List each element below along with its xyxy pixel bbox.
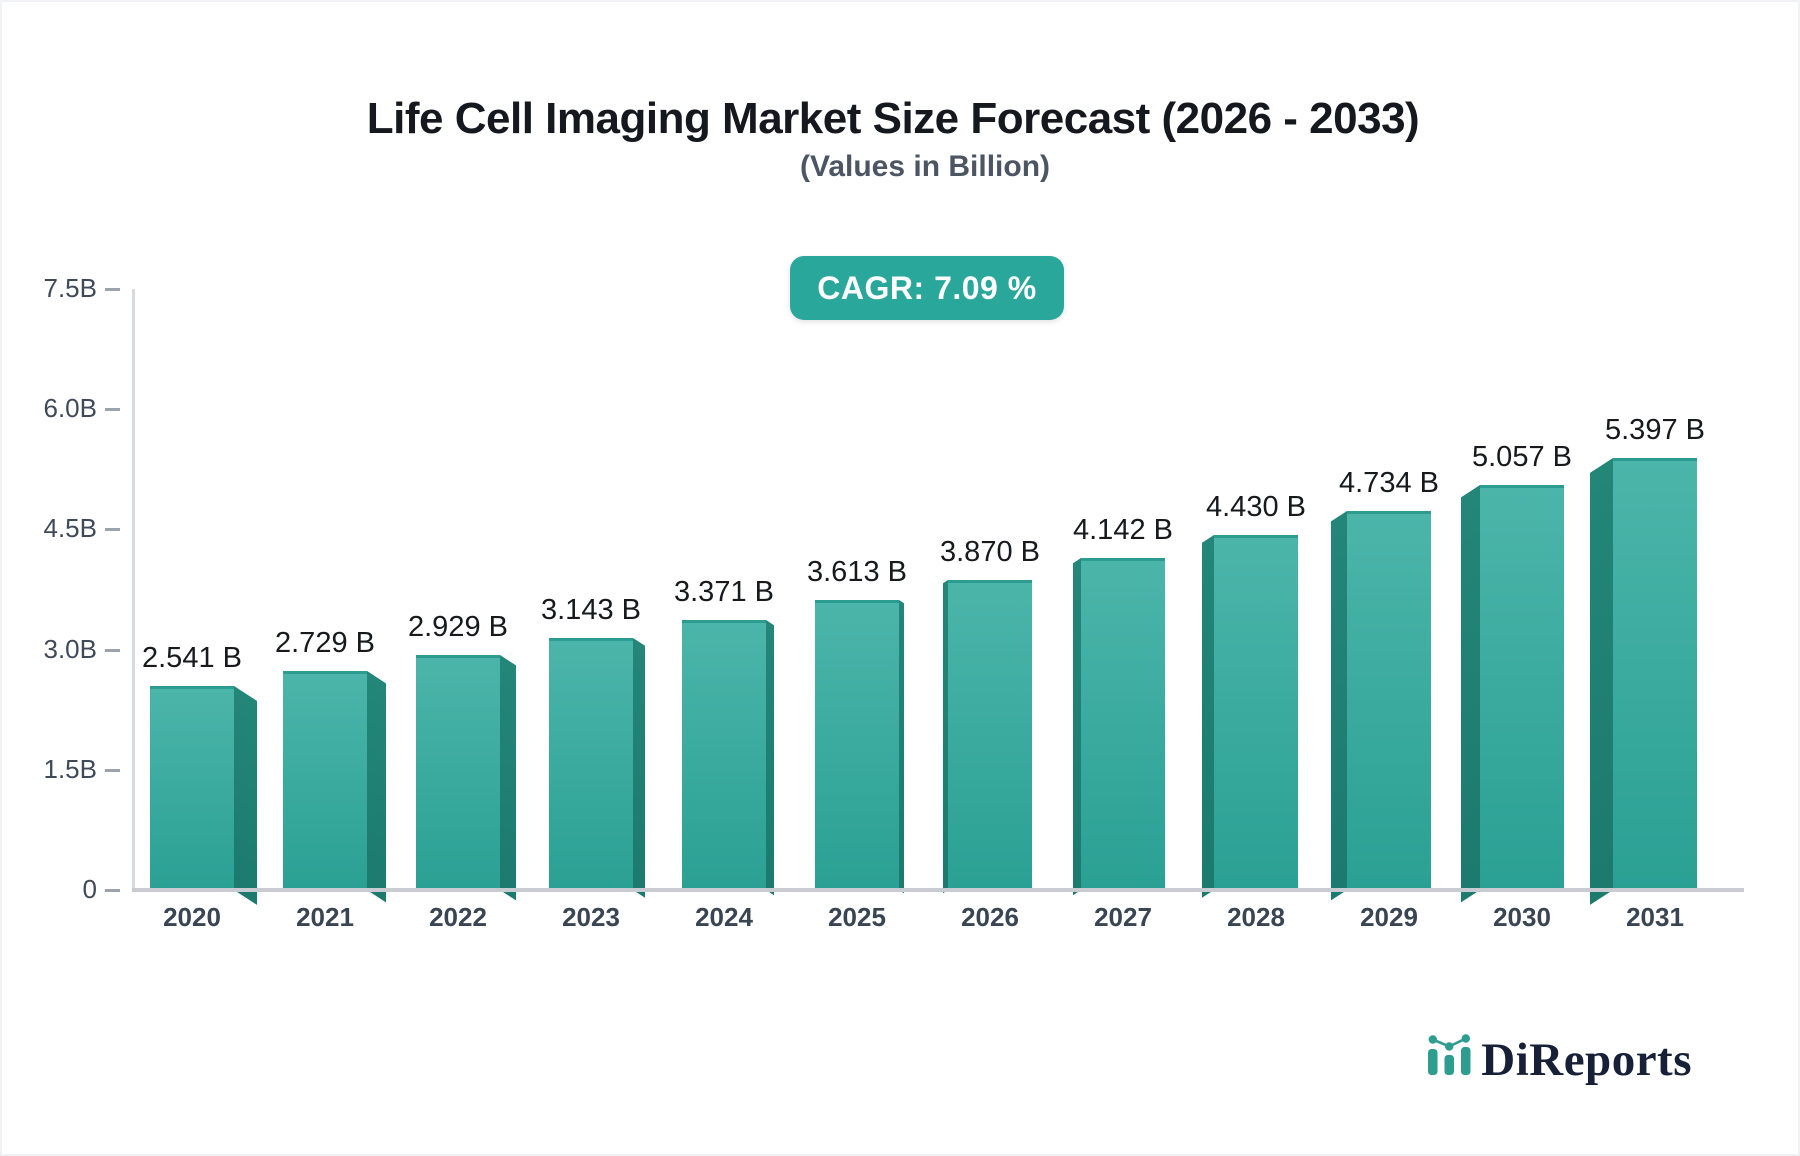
chart-title: Life Cell Imaging Market Size Forecast (…	[366, 94, 1420, 143]
brand-logo-text: DiReports	[1481, 1034, 1692, 1086]
x-axis-label: 2029	[1360, 902, 1418, 932]
bar-side-face	[1331, 510, 1347, 901]
x-axis-label: 2026	[961, 902, 1019, 932]
bar-front-face	[1347, 510, 1431, 890]
bar-value-label: 4.142 B	[1073, 514, 1173, 547]
y-axis-tick-label: 4.5B	[43, 513, 98, 544]
chart-subtitle: (Values in Billion)	[799, 150, 1051, 183]
brand-logo: DiReports	[1425, 1032, 1692, 1086]
bar-front-face	[416, 655, 500, 890]
x-axis-label: 2025	[828, 902, 886, 932]
bar-front-face	[682, 619, 766, 890]
bar-value-label: 3.371 B	[674, 575, 774, 608]
bar-front-face	[1081, 558, 1165, 890]
bar-front-face	[549, 638, 633, 890]
y-axis-line	[132, 289, 135, 890]
y-axis-tick-label: 6.0B	[43, 393, 98, 424]
x-axis-label: 2031	[1626, 902, 1684, 932]
y-axis-tick-label: 7.5B	[43, 273, 98, 303]
bar-side-face	[943, 579, 948, 894]
x-axis-label: 2020	[163, 902, 221, 932]
x-axis-baseline	[132, 888, 1744, 892]
x-axis-label: 2023	[562, 902, 620, 932]
bar-value-label: 5.397 B	[1605, 413, 1705, 446]
bar-front-face	[283, 671, 367, 890]
bar-line-chart-icon	[1425, 1032, 1474, 1082]
y-axis-tick-mark	[105, 648, 120, 652]
y-axis-tick-label: 0	[82, 874, 97, 904]
bar-value-label: 3.613 B	[807, 556, 907, 589]
bar-value-label: 4.734 B	[1339, 466, 1439, 499]
x-axis-label: 2028	[1227, 902, 1285, 932]
bar-side-face	[1461, 484, 1480, 903]
bar-side-face	[899, 600, 904, 894]
bar-side-face	[633, 638, 645, 898]
bar-value-label: 2.729 B	[275, 627, 375, 660]
y-axis-tick-mark	[105, 889, 120, 892]
bar-front-face	[1480, 484, 1564, 890]
bar-value-label: 5.057 B	[1472, 440, 1572, 473]
y-axis-tick-label: 1.5B	[43, 753, 98, 784]
bar-front-face	[150, 686, 234, 890]
x-axis-label: 2024	[695, 902, 753, 932]
y-axis-tick-mark	[105, 768, 120, 772]
y-axis-tick-mark	[105, 408, 120, 412]
bar-value-label: 3.143 B	[541, 594, 641, 627]
bar-side-face	[766, 619, 774, 896]
bar-front-face	[1613, 457, 1697, 890]
y-axis-tick-mark	[105, 528, 120, 532]
bar-side-face	[1073, 558, 1081, 896]
bar-side-face	[367, 671, 386, 903]
bar-value-label: 2.929 B	[408, 611, 508, 644]
bar-value-label: 3.870 B	[940, 535, 1040, 568]
bar-value-label: 4.430 B	[1206, 491, 1306, 523]
x-axis-label: 2027	[1094, 902, 1152, 932]
x-axis-label: 2030	[1493, 902, 1551, 932]
x-axis-label: 2022	[429, 902, 487, 932]
bar-side-face	[1590, 457, 1613, 905]
bar-front-face	[948, 579, 1032, 890]
cagr-badge: CAGR: 7.09 %	[790, 256, 1064, 320]
bar-value-label: 2.541 B	[142, 642, 242, 675]
bar-side-face	[1202, 535, 1214, 898]
bar-side-face	[234, 686, 257, 905]
bar-front-face	[815, 600, 899, 890]
bar-side-face	[500, 655, 516, 901]
x-axis-label: 2021	[296, 902, 354, 932]
bar-front-face	[1214, 535, 1298, 890]
y-axis-tick-label: 3.0B	[43, 633, 98, 664]
y-axis-tick-mark	[105, 288, 120, 291]
